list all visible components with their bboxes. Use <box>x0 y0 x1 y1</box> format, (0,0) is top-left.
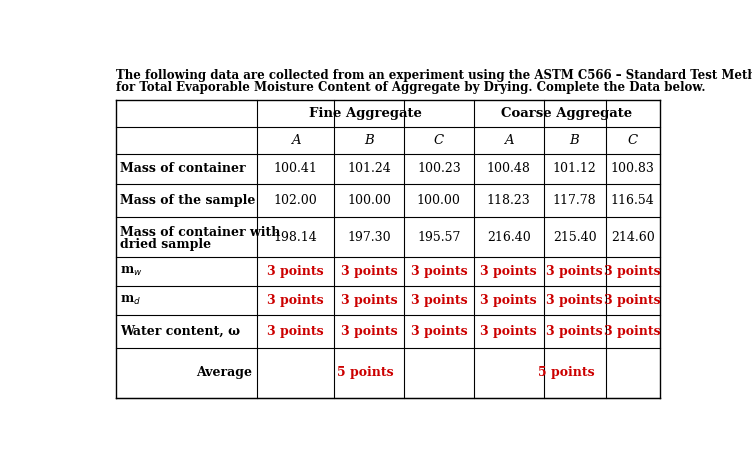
Text: m$_w$: m$_w$ <box>120 265 143 278</box>
Text: 3 points: 3 points <box>605 294 661 307</box>
Text: 197.30: 197.30 <box>347 230 391 244</box>
Text: 101.12: 101.12 <box>553 163 596 175</box>
Text: Fine Aggregate: Fine Aggregate <box>309 107 422 120</box>
Text: 3 points: 3 points <box>267 294 324 307</box>
Text: Mass of the sample: Mass of the sample <box>120 194 256 207</box>
Text: 101.24: 101.24 <box>347 163 391 175</box>
Text: 195.57: 195.57 <box>417 230 460 244</box>
Text: 100.41: 100.41 <box>274 163 317 175</box>
Text: A: A <box>504 134 514 147</box>
Text: A: A <box>291 134 300 147</box>
Text: 5 points: 5 points <box>538 366 595 380</box>
Text: 216.40: 216.40 <box>487 230 530 244</box>
Text: 3 points: 3 points <box>411 265 467 278</box>
Text: Mass of container with: Mass of container with <box>120 226 280 239</box>
Text: 100.00: 100.00 <box>347 194 391 207</box>
Text: B: B <box>569 134 579 147</box>
Text: Average: Average <box>196 366 252 380</box>
Text: B: B <box>364 134 374 147</box>
Text: m$_d$: m$_d$ <box>120 294 141 307</box>
Text: 3 points: 3 points <box>481 265 537 278</box>
Text: 100.23: 100.23 <box>417 163 461 175</box>
Text: The following data are collected from an experiment using the ASTM C566 – Standa: The following data are collected from an… <box>116 69 752 82</box>
Text: 100.83: 100.83 <box>611 163 654 175</box>
Text: 3 points: 3 points <box>481 325 537 338</box>
Text: 3 points: 3 points <box>267 325 324 338</box>
Text: 3 points: 3 points <box>546 265 603 278</box>
Text: Water content, ω: Water content, ω <box>120 325 241 338</box>
Text: 5 points: 5 points <box>337 366 393 380</box>
Text: 3 points: 3 points <box>605 265 661 278</box>
Text: 215.40: 215.40 <box>553 230 596 244</box>
Text: C: C <box>628 134 638 147</box>
Text: 3 points: 3 points <box>411 294 467 307</box>
Text: 198.14: 198.14 <box>274 230 317 244</box>
Text: 100.48: 100.48 <box>487 163 531 175</box>
Text: Mass of container: Mass of container <box>120 163 246 175</box>
Text: dried sample: dried sample <box>120 238 211 251</box>
Text: C: C <box>434 134 444 147</box>
Text: 118.23: 118.23 <box>487 194 530 207</box>
Text: for Total Evaporable Moisture Content of Aggregate by Drying. Complete the Data : for Total Evaporable Moisture Content of… <box>116 81 705 94</box>
Text: 116.54: 116.54 <box>611 194 654 207</box>
Text: Coarse Aggregate: Coarse Aggregate <box>501 107 632 120</box>
Text: 214.60: 214.60 <box>611 230 654 244</box>
Text: 3 points: 3 points <box>341 265 398 278</box>
Text: 117.78: 117.78 <box>553 194 596 207</box>
Text: 3 points: 3 points <box>546 325 603 338</box>
Text: 3 points: 3 points <box>341 325 398 338</box>
Text: 100.00: 100.00 <box>417 194 461 207</box>
Text: 3 points: 3 points <box>341 294 398 307</box>
Text: 3 points: 3 points <box>481 294 537 307</box>
Text: 102.00: 102.00 <box>274 194 317 207</box>
Text: 3 points: 3 points <box>605 325 661 338</box>
Text: 3 points: 3 points <box>411 325 467 338</box>
Text: 3 points: 3 points <box>546 294 603 307</box>
Text: 3 points: 3 points <box>267 265 324 278</box>
